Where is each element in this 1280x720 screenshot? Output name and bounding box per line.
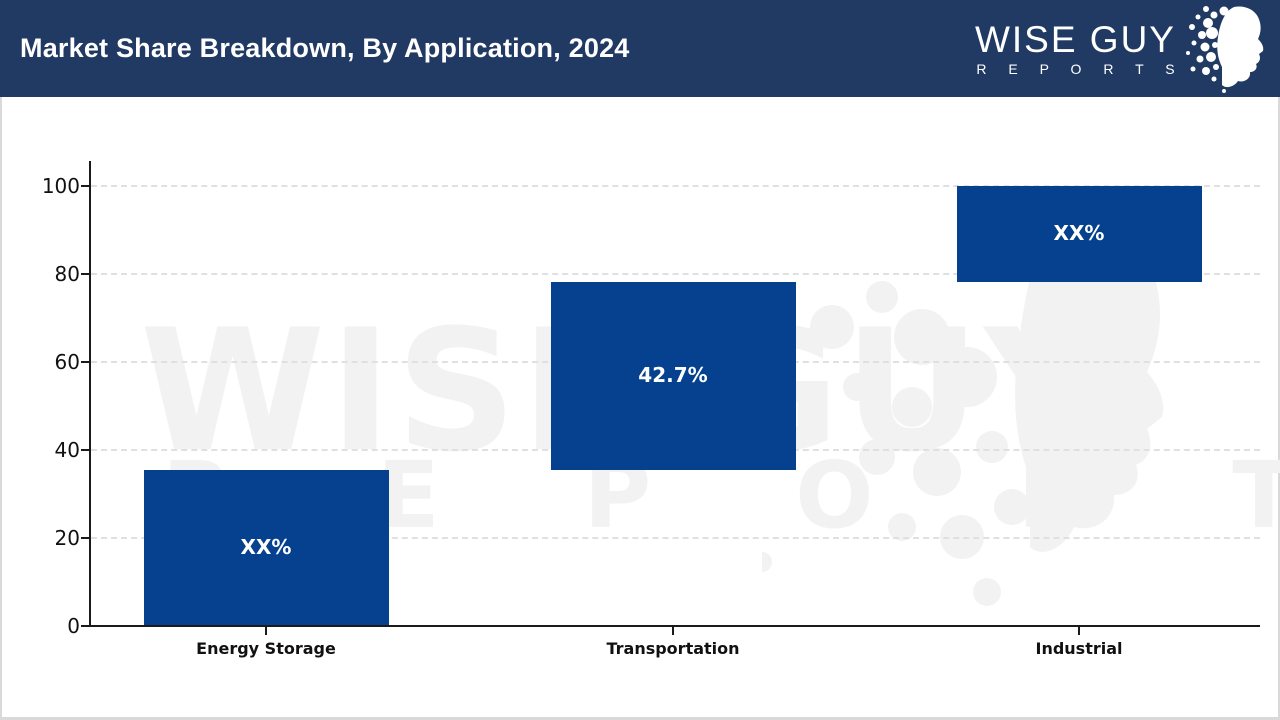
y-tick-label: 80 xyxy=(54,262,80,286)
header-bar: Market Share Breakdown, By Application, … xyxy=(0,0,1280,97)
y-tick-label: 20 xyxy=(54,526,80,550)
x-tick-mark xyxy=(672,627,674,635)
bar-value-label: XX% xyxy=(240,534,292,559)
gridline xyxy=(91,537,1260,539)
bar-value-label: 42.7% xyxy=(638,362,708,387)
y-tick-mark xyxy=(81,625,89,627)
y-tick-mark xyxy=(81,185,89,187)
y-tick-label: 60 xyxy=(54,350,80,374)
y-tick-mark xyxy=(81,361,89,363)
x-tick-mark xyxy=(1078,627,1080,635)
page-title: Market Share Breakdown, By Application, … xyxy=(20,33,630,63)
x-axis xyxy=(89,625,1260,627)
x-category-label: Energy Storage xyxy=(196,639,336,658)
y-tick-label: 0 xyxy=(67,614,80,638)
y-tick-mark xyxy=(81,449,89,451)
chart-body: WISE GUY R E P O R T S 020 xyxy=(0,97,1280,720)
bar-industrial: XX% xyxy=(956,186,1202,282)
bar-value-label: XX% xyxy=(1053,220,1105,245)
x-tick-mark xyxy=(265,627,267,635)
bar-energy-storage: XX% xyxy=(143,469,389,626)
logo: WISE GUY R E P O R T S xyxy=(975,1,1270,97)
chart-area: WISE GUY R E P O R T S 020 xyxy=(2,97,1280,720)
y-axis xyxy=(89,161,91,626)
x-category-label: Industrial xyxy=(1035,639,1123,658)
gridline xyxy=(91,185,1260,187)
x-category-label: Transportation xyxy=(606,639,740,658)
logo-reports-text: R E P O R T S xyxy=(976,61,1184,77)
y-tick-mark xyxy=(81,273,89,275)
y-tick-label: 100 xyxy=(41,174,80,198)
logo-head-icon xyxy=(1178,1,1270,97)
y-tick-mark xyxy=(81,537,89,539)
y-tick-label: 40 xyxy=(54,438,80,462)
gridline xyxy=(91,273,1260,275)
logo-wordmark: WISE GUY xyxy=(974,19,1176,60)
bar-transportation: 42.7% xyxy=(550,281,796,470)
logo-text: WISE GUY R E P O R T S xyxy=(975,21,1176,76)
